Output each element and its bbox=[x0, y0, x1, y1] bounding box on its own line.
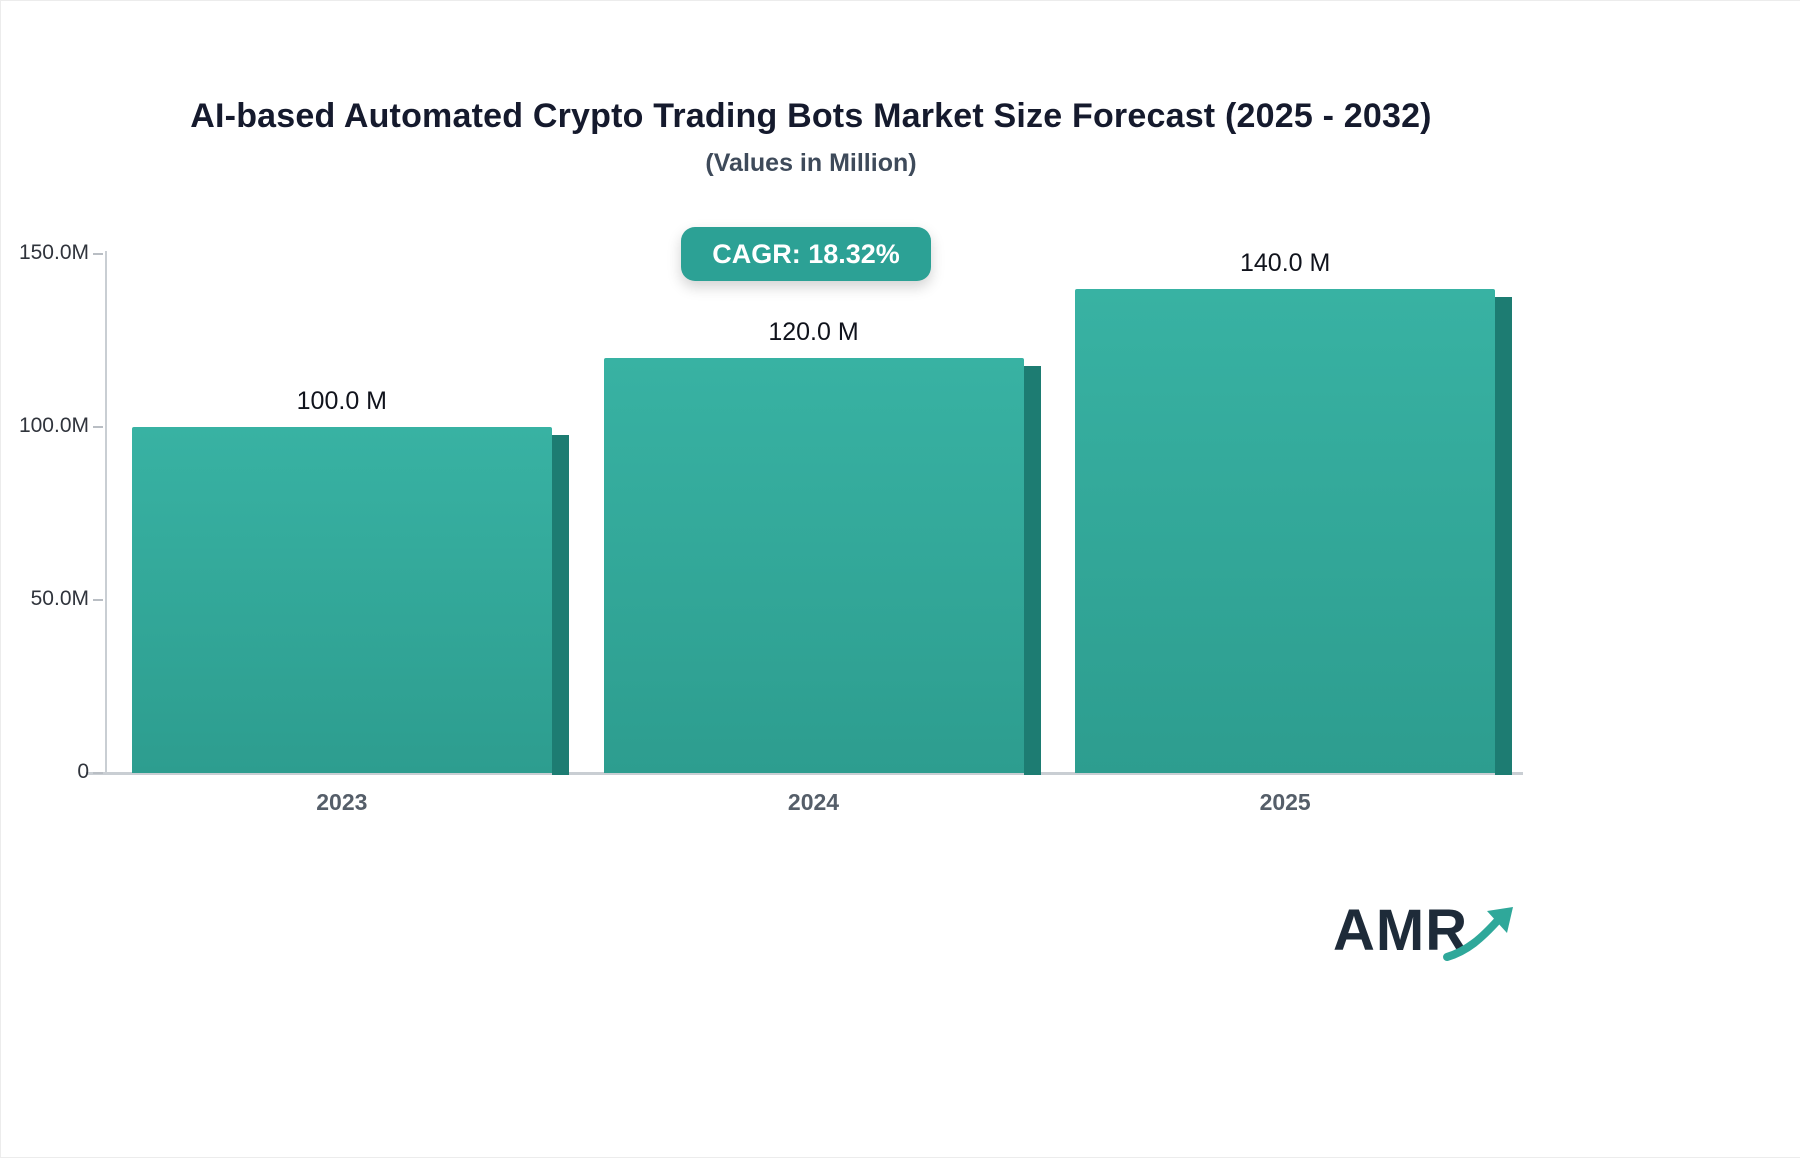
y-tick-label: 150.0M bbox=[18, 241, 89, 264]
y-tick-mark bbox=[93, 772, 103, 774]
y-tick-mark bbox=[93, 253, 103, 255]
bar-value-label: 100.0 M bbox=[296, 387, 387, 415]
bar bbox=[1075, 288, 1496, 773]
bar-value-label: 120.0 M bbox=[768, 317, 859, 346]
y-tick-label: 0 bbox=[77, 760, 89, 783]
bar-3d-side bbox=[1495, 296, 1513, 775]
x-axis-label: 2025 bbox=[1259, 789, 1311, 815]
chart-title: AI-based Automated Crypto Trading Bots M… bbox=[190, 97, 1432, 135]
growth-arrow-icon bbox=[1443, 907, 1513, 961]
bar-value-label: 140.0 M bbox=[1239, 248, 1331, 277]
y-tick-mark bbox=[93, 599, 103, 601]
chart-subtitle: (Values in Million) bbox=[705, 149, 917, 177]
x-axis-label: 2023 bbox=[316, 789, 368, 815]
bar bbox=[603, 357, 1024, 773]
y-tick-label: 100.0M bbox=[18, 414, 89, 437]
bar bbox=[131, 427, 552, 773]
bar-3d-side bbox=[1023, 365, 1041, 775]
x-axis-line bbox=[86, 772, 1523, 775]
x-axis-label: 2024 bbox=[787, 789, 840, 815]
y-axis-line bbox=[105, 251, 107, 774]
y-tick-mark bbox=[93, 426, 103, 428]
amr-logo-text: AMR bbox=[1333, 898, 1469, 963]
bar-3d-side bbox=[551, 435, 569, 775]
amr-logo: AMR bbox=[1333, 897, 1523, 977]
y-tick-label: 50.0M bbox=[30, 587, 89, 610]
cagr-badge: CAGR: 18.32% bbox=[681, 227, 931, 281]
